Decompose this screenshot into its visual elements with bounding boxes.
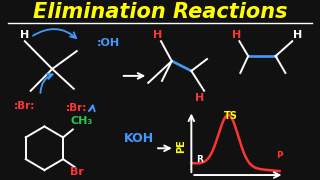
Text: :Br:: :Br: [66, 103, 87, 113]
Text: H: H [195, 93, 204, 103]
Text: Elimination Reactions: Elimination Reactions [33, 3, 287, 22]
Text: PE: PE [176, 139, 187, 153]
Text: P: P [276, 151, 283, 160]
Text: H: H [232, 30, 241, 40]
Text: H: H [20, 30, 29, 40]
Text: Br: Br [70, 167, 84, 177]
Text: :OH: :OH [97, 38, 120, 48]
Text: CH₃: CH₃ [70, 116, 93, 125]
Text: TS: TS [223, 111, 237, 121]
Text: H: H [292, 30, 302, 40]
Text: :Br:: :Br: [14, 101, 36, 111]
Text: H: H [153, 30, 163, 40]
Text: KOH: KOH [124, 132, 154, 145]
Text: R: R [196, 155, 203, 164]
